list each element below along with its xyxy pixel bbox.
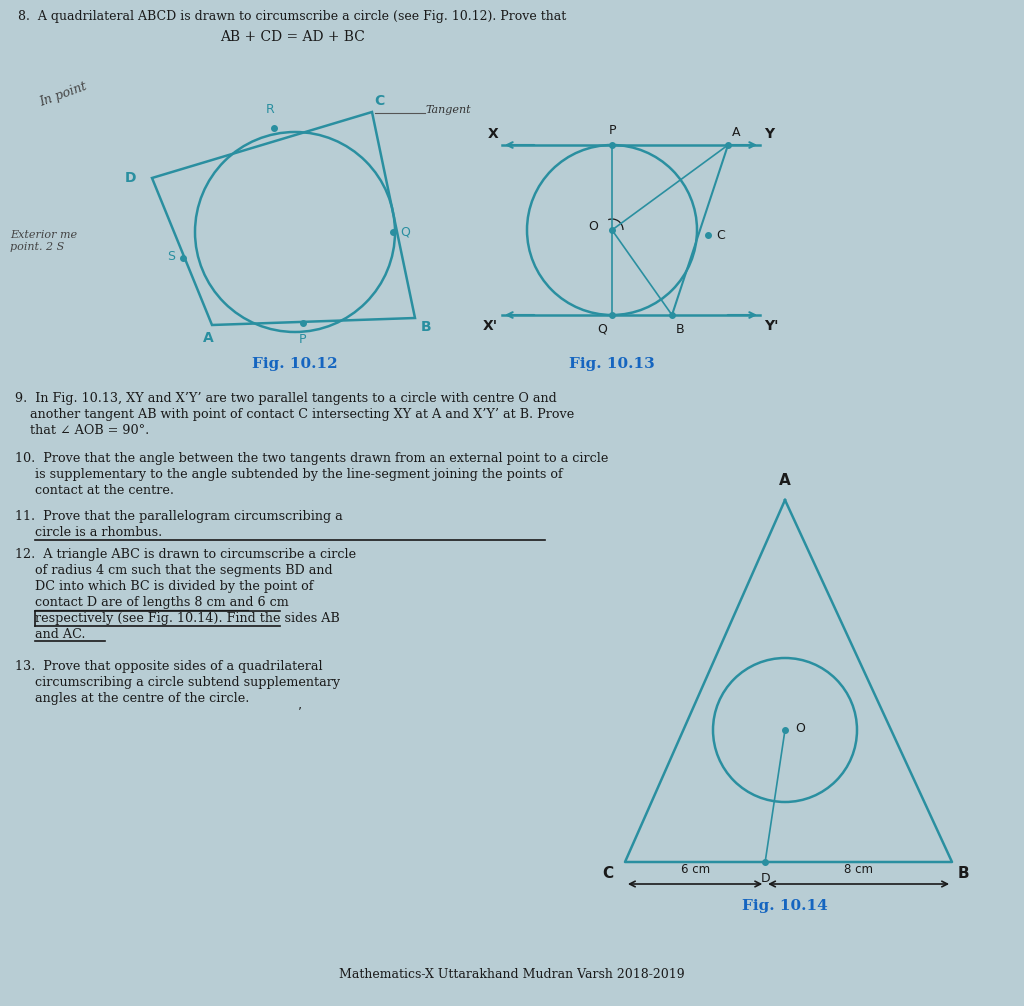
Text: 9.  In Fig. 10.13, XY and X’Y’ are two parallel tangents to a circle with centre: 9. In Fig. 10.13, XY and X’Y’ are two pa…	[15, 392, 557, 405]
Text: D: D	[761, 872, 770, 885]
Text: angles at the centre of the circle.: angles at the centre of the circle.	[35, 692, 250, 705]
Text: ’: ’	[298, 705, 302, 718]
Text: is supplementary to the angle subtended by the line-segment joining the points o: is supplementary to the angle subtended …	[35, 468, 563, 481]
Text: Fig. 10.12: Fig. 10.12	[252, 357, 338, 371]
Text: S: S	[167, 249, 175, 263]
Text: 11.  Prove that the parallelogram circumscribing a: 11. Prove that the parallelogram circums…	[15, 510, 343, 523]
Text: 6 cm: 6 cm	[681, 863, 710, 876]
Text: A: A	[779, 473, 791, 488]
Text: 13.  Prove that opposite sides of a quadrilateral: 13. Prove that opposite sides of a quadr…	[15, 660, 323, 673]
Text: C: C	[602, 866, 613, 881]
Text: Fig. 10.13: Fig. 10.13	[569, 357, 655, 371]
Text: O: O	[795, 721, 805, 734]
Text: circumscribing a circle subtend supplementary: circumscribing a circle subtend suppleme…	[35, 676, 340, 689]
Text: P: P	[608, 124, 615, 137]
Text: In point: In point	[38, 80, 89, 109]
Text: another tangent AB with point of contact C intersecting XY at A and X’Y’ at B. P: another tangent AB with point of contact…	[30, 408, 574, 421]
Text: A: A	[203, 331, 213, 345]
Text: A: A	[732, 126, 740, 139]
Text: of radius 4 cm such that the segments BD and: of radius 4 cm such that the segments BD…	[35, 564, 333, 577]
Text: X': X'	[483, 319, 498, 333]
Text: 8.  A quadrilateral ABCD is drawn to circumscribe a circle (see Fig. 10.12). Pro: 8. A quadrilateral ABCD is drawn to circ…	[18, 10, 566, 23]
Text: B: B	[421, 320, 432, 334]
Text: C: C	[374, 94, 384, 108]
Text: D: D	[125, 171, 136, 185]
Text: DC into which BC is divided by the point of: DC into which BC is divided by the point…	[35, 580, 313, 593]
Text: B: B	[958, 866, 970, 881]
Text: Y: Y	[764, 127, 774, 141]
Text: 12.  A triangle ABC is drawn to circumscribe a circle: 12. A triangle ABC is drawn to circumscr…	[15, 548, 356, 561]
Text: and AC.: and AC.	[35, 628, 85, 641]
Text: Exterior me
point. 2 S: Exterior me point. 2 S	[10, 230, 77, 252]
Text: R: R	[265, 103, 274, 116]
Text: O: O	[588, 219, 598, 232]
Text: circle is a rhombus.: circle is a rhombus.	[35, 526, 162, 539]
Text: AB + CD = AD + BC: AB + CD = AD + BC	[220, 30, 365, 44]
Text: Mathematics-X Uttarakhand Mudran Varsh 2018-2019: Mathematics-X Uttarakhand Mudran Varsh 2…	[339, 968, 685, 981]
Text: contact at the centre.: contact at the centre.	[35, 484, 174, 497]
Text: Tangent: Tangent	[425, 105, 471, 115]
Text: Q: Q	[597, 323, 607, 336]
Text: that ∠ AOB = 90°.: that ∠ AOB = 90°.	[30, 424, 150, 437]
Text: C: C	[716, 228, 725, 241]
Text: B: B	[676, 323, 685, 336]
Text: Fig. 10.14: Fig. 10.14	[742, 899, 827, 913]
Text: respectively (see Fig. 10.14). Find the sides AB: respectively (see Fig. 10.14). Find the …	[35, 612, 340, 625]
Text: 8 cm: 8 cm	[844, 863, 873, 876]
Text: P: P	[299, 333, 307, 346]
Text: X: X	[487, 127, 498, 141]
Text: Q: Q	[400, 225, 410, 238]
Text: contact D are of lengths 8 cm and 6 cm: contact D are of lengths 8 cm and 6 cm	[35, 596, 289, 609]
Text: 10.  Prove that the angle between the two tangents drawn from an external point : 10. Prove that the angle between the two…	[15, 452, 608, 465]
Text: Y': Y'	[764, 319, 778, 333]
